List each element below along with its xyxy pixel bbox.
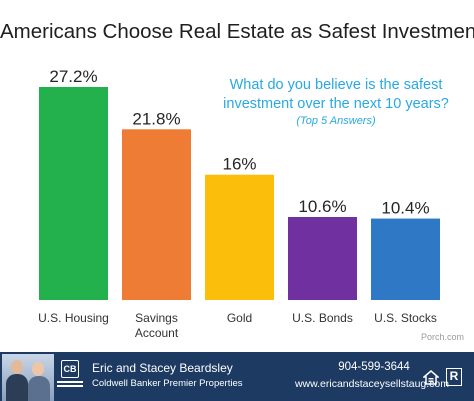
category-label-0: U.S. Housing xyxy=(38,311,109,325)
realtor-icon: R xyxy=(446,368,462,386)
bar-0 xyxy=(39,87,108,300)
value-label-1: 21.8% xyxy=(132,109,180,128)
category-label-1-line-0: Savings xyxy=(135,311,178,325)
value-label-2: 16% xyxy=(222,155,256,174)
agent-phone[interactable]: 904-599-3644 xyxy=(338,361,410,373)
category-label-3: U.S. Bonds xyxy=(292,311,353,325)
chart-note: (Top 5 Answers) xyxy=(296,115,376,127)
value-label-4: 10.4% xyxy=(381,199,429,218)
category-label-1-line-1: Account xyxy=(135,326,179,340)
bar-4 xyxy=(371,218,440,300)
bar-2 xyxy=(205,174,274,300)
bar-1 xyxy=(122,129,191,300)
coldwell-banker-mark: CB xyxy=(61,360,79,378)
category-label-2: Gold xyxy=(227,311,252,325)
agent-footer: CB Eric and Stacey Beardsley Coldwell Ba… xyxy=(0,352,474,401)
equal-housing-icon xyxy=(423,370,439,385)
value-label-0: 27.2% xyxy=(49,67,97,86)
bar-3 xyxy=(288,216,357,300)
value-label-3: 10.6% xyxy=(298,197,346,216)
chart-question: What do you believe is the safest invest… xyxy=(196,76,474,129)
coldwell-banker-logo-icon: CB xyxy=(57,360,83,394)
agents-photo xyxy=(2,354,54,401)
category-label-4: U.S. Stocks xyxy=(374,311,437,325)
chart-title: Americans Choose Real Estate as Safest I… xyxy=(0,20,474,43)
chart-subtitle: What do you believe is the safest invest… xyxy=(223,77,449,112)
brokerage-name: Coldwell Banker Premier Properties xyxy=(92,378,243,389)
agent-name: Eric and Stacey Beardsley xyxy=(92,361,233,375)
chart-source: Porch.com xyxy=(420,332,464,342)
agent-website-link[interactable]: www.ericandstaceysellstaug.com xyxy=(294,378,450,390)
